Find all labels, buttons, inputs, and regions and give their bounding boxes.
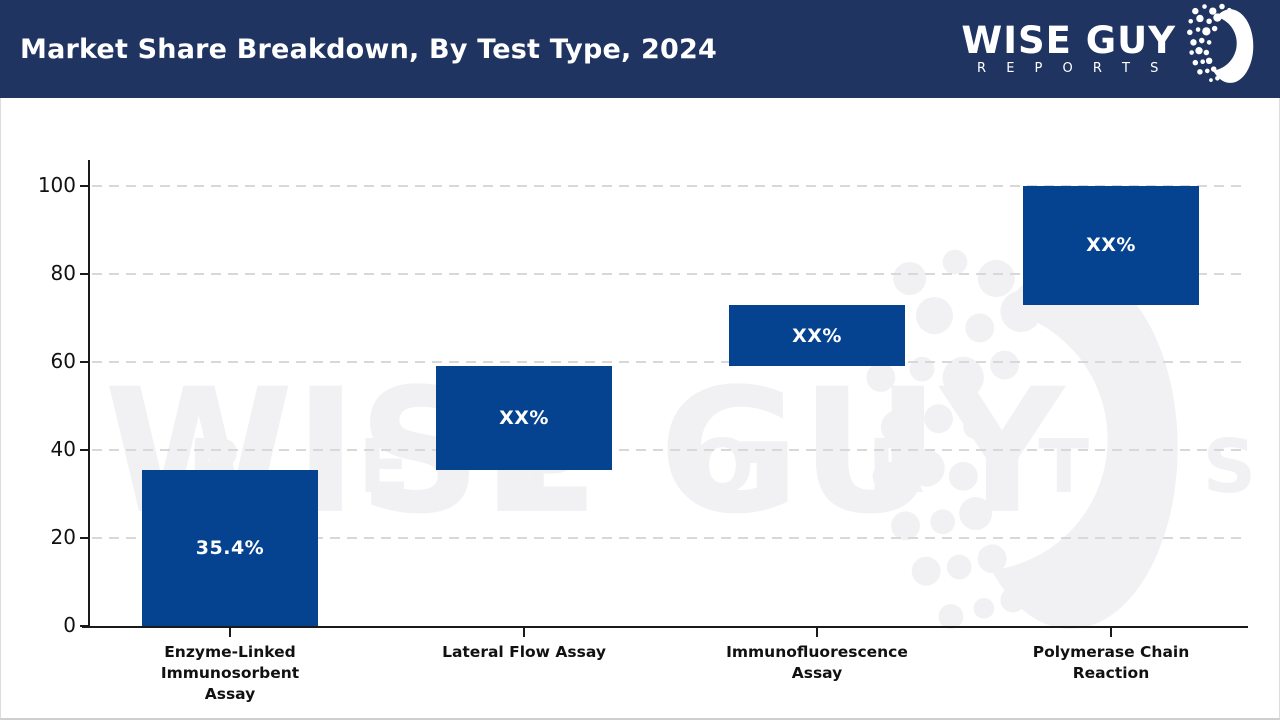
gridline (92, 185, 1248, 187)
x-category-label-line: Immunofluorescence (726, 643, 908, 661)
watermark-face-icon (856, 196, 1186, 670)
bar-value-label: XX% (1086, 234, 1136, 257)
y-axis-tick (80, 537, 89, 539)
page-title: Market Share Breakdown, By Test Type, 20… (20, 33, 718, 65)
y-axis-line (88, 160, 90, 628)
x-axis-tick (523, 628, 525, 637)
x-category-label-line: Immunosorbent (160, 663, 300, 682)
y-tick-label: 0 (63, 613, 76, 637)
x-category-label: Polymerase Chain Reaction (996, 642, 1226, 684)
logo-face-icon (1178, 1, 1266, 97)
gridline (92, 361, 1248, 363)
logo-wordmark: WISE GUY (961, 19, 1176, 62)
bar: XX% (729, 304, 905, 367)
x-category-label-line: Polymerase Chain (1032, 643, 1190, 661)
y-tick-label: 40 (50, 437, 76, 461)
y-axis-tick (80, 273, 89, 275)
x-category-label: Enzyme-Linked Immunosorbent Assay (115, 642, 345, 705)
x-category-label-line: Enzyme-Linked (164, 643, 296, 661)
bar: XX% (436, 366, 612, 471)
y-axis-tick (80, 449, 89, 451)
x-category-label-line: Assay (204, 684, 256, 703)
gridline (92, 537, 1248, 539)
chart-plot-area: WISE GUY R E P O R T S (0, 98, 1280, 720)
x-category-label-line: Assay (791, 663, 843, 682)
y-tick-label: 80 (50, 261, 76, 285)
bar-value-label: 35.4% (195, 537, 265, 560)
bar: XX% (1023, 186, 1199, 305)
x-axis-tick (1110, 628, 1112, 637)
y-tick-label: 100 (37, 173, 76, 197)
x-category-label-line: Reaction (1072, 663, 1150, 682)
x-category-label: Lateral Flow Assay (409, 642, 639, 663)
x-axis-line (82, 626, 1248, 628)
bar-value-label: XX% (792, 324, 842, 347)
y-tick-label: 20 (50, 525, 76, 549)
gridline (92, 273, 1248, 275)
wise-guy-reports-logo: WISE GUY R E P O R T S (961, 1, 1266, 97)
logo-subtitle: R E P O R T S (977, 61, 1167, 76)
y-axis-tick (80, 361, 89, 363)
x-axis-tick (816, 628, 818, 637)
x-category-label-line: Lateral Flow Assay (442, 643, 606, 661)
x-category-label: Immunofluorescence Assay (702, 642, 932, 684)
y-axis-tick (80, 185, 89, 187)
bar: 35.4% (142, 470, 318, 626)
y-tick-label: 60 (50, 349, 76, 373)
bar-value-label: XX% (499, 407, 549, 430)
logo-text: WISE GUY R E P O R T S (961, 22, 1176, 76)
gridline (92, 449, 1248, 451)
header-banner: Market Share Breakdown, By Test Type, 20… (0, 0, 1280, 98)
x-axis-tick (229, 628, 231, 637)
